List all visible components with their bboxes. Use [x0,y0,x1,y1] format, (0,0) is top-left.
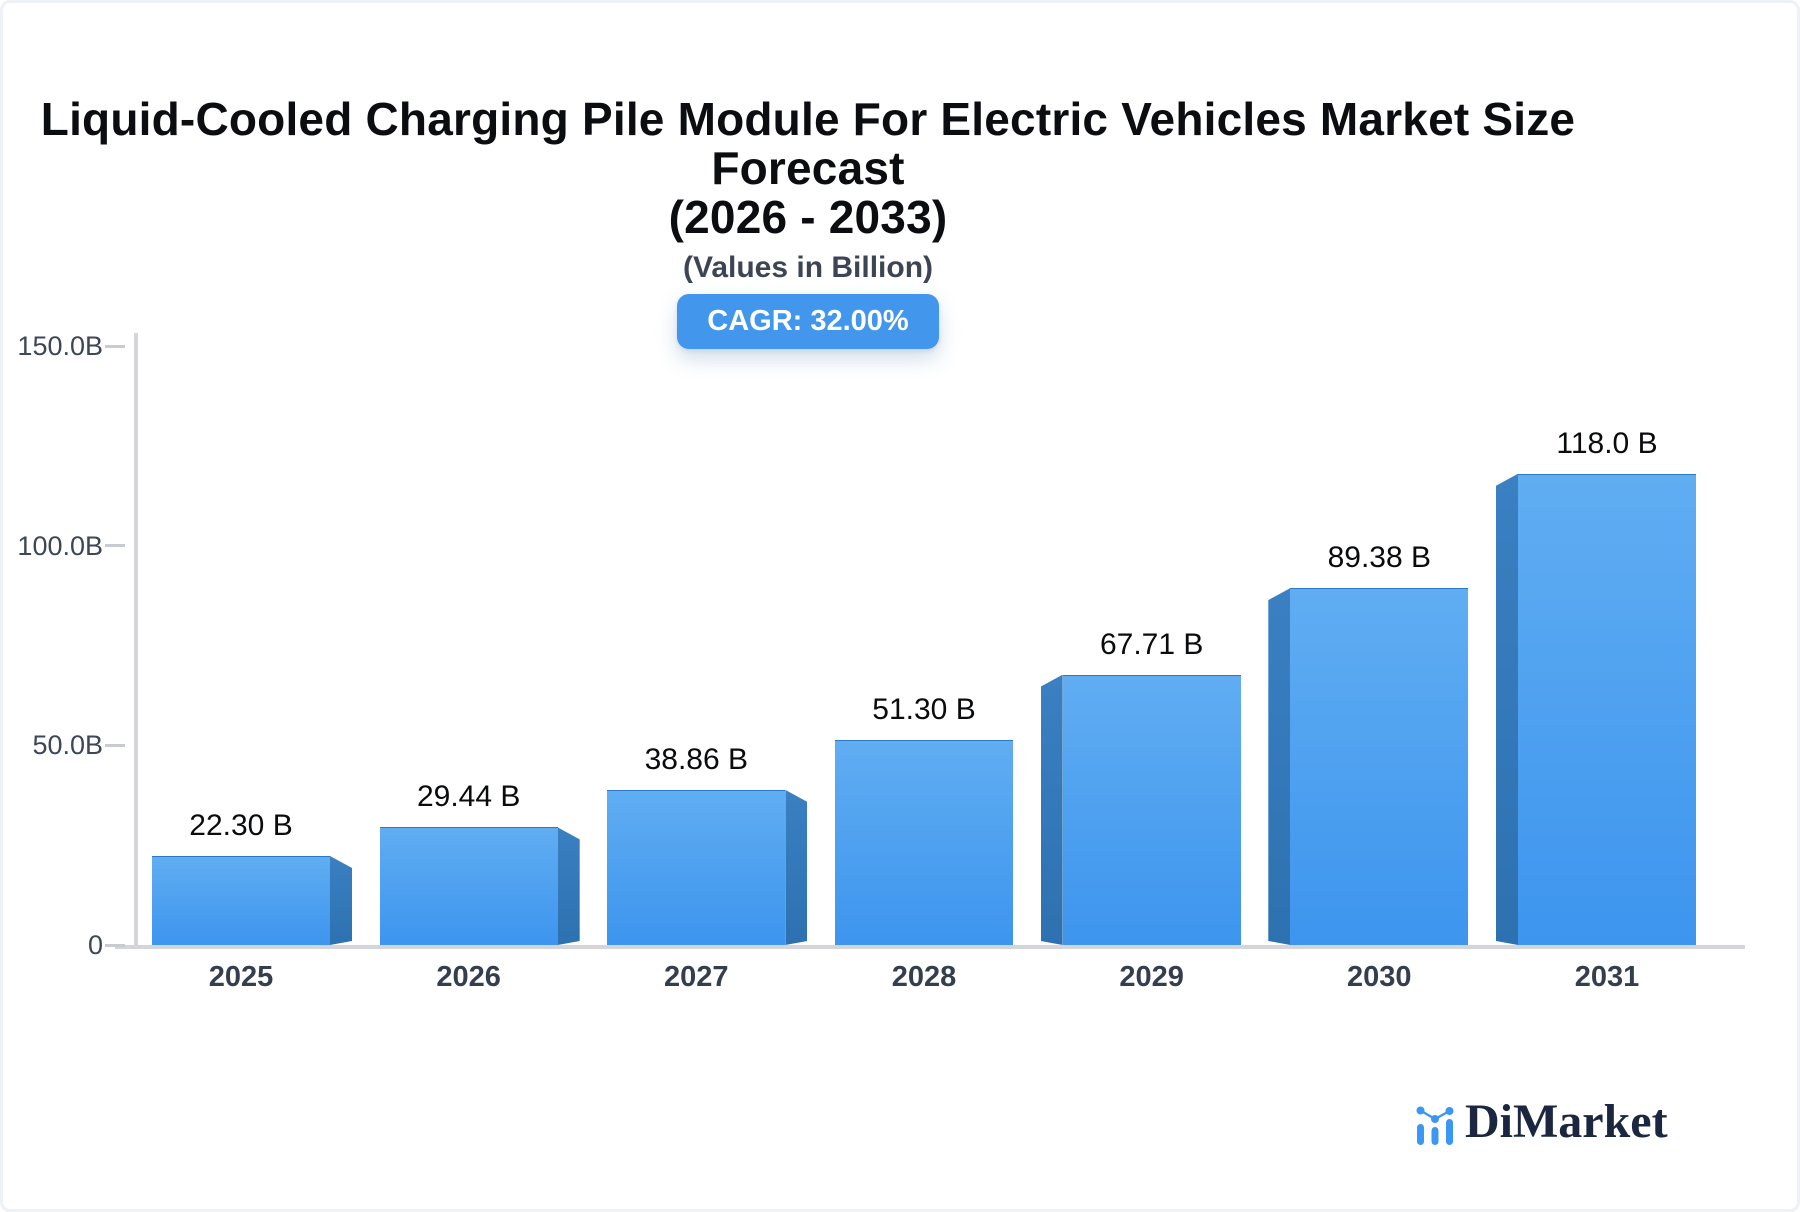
bar-value-label: 29.44 B [416,780,521,814]
y-tick [105,344,125,348]
bar-side-3d [558,827,580,945]
bar-value-label: 51.30 B [872,693,976,727]
y-axis [134,333,138,949]
chart-bars-icon [1416,1106,1454,1145]
bar-2029 [1062,674,1241,945]
y-tick-label: 0 [87,930,103,960]
bar-value-label: 22.30 B [189,808,293,842]
x-axis-label: 2027 [664,961,729,993]
bar-value-label: 89.38 B [1327,541,1431,575]
bar-value-label: 38.86 B [644,742,748,776]
bar-2030 [1290,588,1469,945]
y-tick [105,544,125,548]
x-axis-label: 2028 [891,961,957,993]
x-axis-label: 2031 [1574,961,1640,993]
bar-side-3d [1041,675,1063,945]
bar-value-label: 118.0 B [1556,426,1658,460]
bar-2027 [607,789,786,945]
y-tick-label: 100.0B [17,530,103,561]
y-tick [105,943,125,947]
bar-value-label: 67.71 B [1099,627,1204,661]
dimarket-logo: DiMarket [1415,1098,1668,1146]
x-axis-label: 2029 [1119,961,1184,993]
bar-2028 [835,740,1013,945]
chart-header: Liquid-Cooled Charging Pile Module For E… [3,95,1613,349]
x-axis [115,945,1745,949]
bar-2025 [152,855,330,945]
chart-title: Liquid-Cooled Charging Pile Module For E… [40,93,1576,194]
cagr-badge: CAGR: 32.00% [677,294,939,349]
bar-side-3d [1268,588,1290,945]
y-tick [105,743,125,747]
bar-side-3d [330,856,352,945]
bar-side-3d [785,790,807,945]
y-tick-label: 150.0B [17,331,103,361]
bar-2031 [1518,473,1696,945]
x-axis-label: 2030 [1347,961,1412,993]
bar-2026 [379,827,558,945]
x-axis-label: 2025 [208,961,274,993]
chart-subtitle: (Values in Billion) [682,251,934,284]
x-axis-label: 2026 [436,961,501,993]
y-tick-label: 50.0B [32,730,103,761]
logo-text: DiMarket [1465,1095,1668,1148]
chart-title-range: (2026 - 2033) [668,191,948,243]
bar-chart: 150.0B 100.0B 50.0B 0 22.30 B 2025 29.44 B 2026… [3,3,1797,1209]
bar-side-3d [1496,474,1518,945]
